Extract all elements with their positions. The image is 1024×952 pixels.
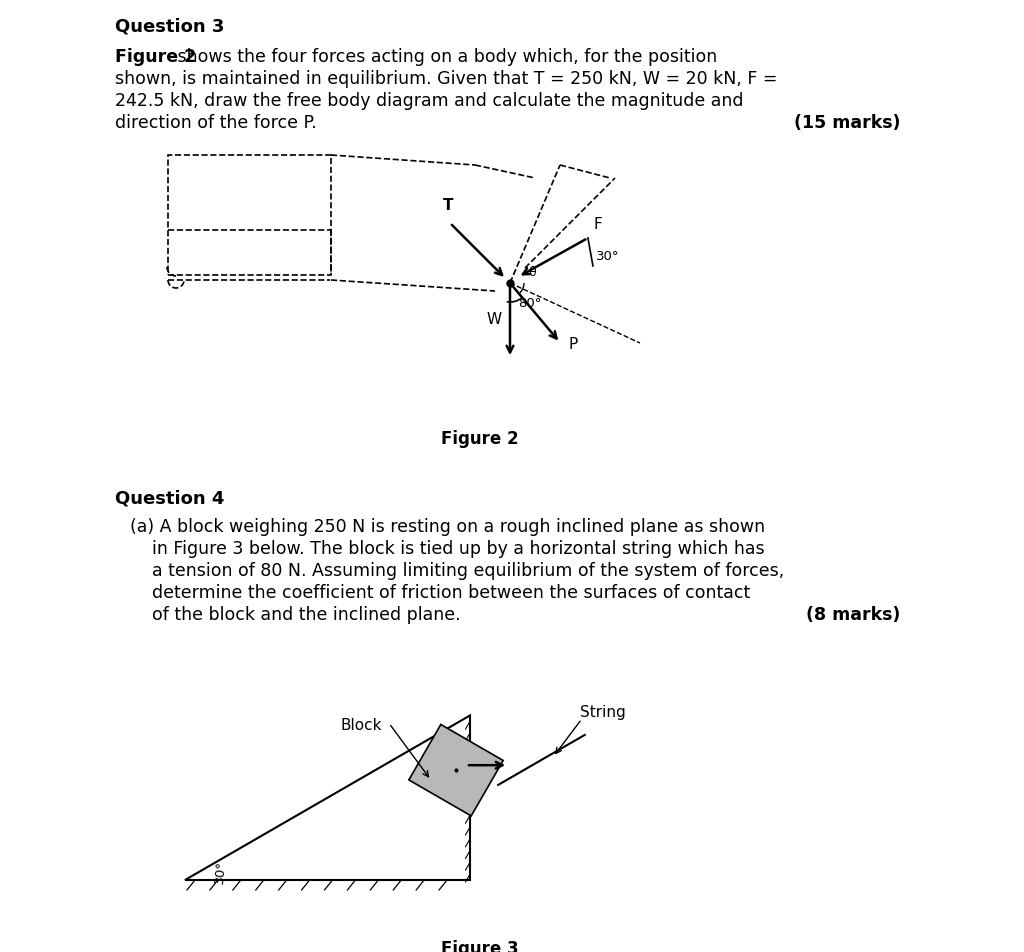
Text: θ: θ	[528, 266, 536, 279]
Text: of the block and the inclined plane.: of the block and the inclined plane.	[130, 606, 461, 624]
Text: 242.5 kN, draw the free body diagram and calculate the magnitude and: 242.5 kN, draw the free body diagram and…	[115, 92, 743, 110]
Text: Figure 2: Figure 2	[441, 430, 519, 448]
Bar	[168, 155, 331, 275]
Text: Question 4: Question 4	[115, 490, 224, 508]
Text: Block: Block	[340, 718, 382, 733]
Text: Figure 3: Figure 3	[441, 940, 519, 952]
Text: in Figure 3 below. The block is tied up by a horizontal string which has: in Figure 3 below. The block is tied up …	[130, 540, 765, 558]
Text: (a) A block weighing 250 N is resting on a rough inclined plane as shown: (a) A block weighing 250 N is resting on…	[130, 518, 765, 536]
Text: Figure 2: Figure 2	[115, 48, 197, 66]
Text: 30°: 30°	[596, 249, 620, 263]
Text: 80°: 80°	[518, 297, 542, 310]
Text: direction of the force P.: direction of the force P.	[115, 114, 316, 132]
Text: W: W	[486, 312, 502, 327]
Text: (15 marks): (15 marks)	[794, 114, 900, 132]
Text: (8 marks): (8 marks)	[806, 606, 900, 624]
Polygon shape	[409, 724, 503, 816]
Text: 30°: 30°	[213, 860, 228, 884]
Text: String: String	[580, 705, 626, 721]
Text: determine the coefficient of friction between the surfaces of contact: determine the coefficient of friction be…	[130, 584, 751, 602]
Text: F: F	[594, 217, 603, 232]
Text: shown, is maintained in equilibrium. Given that T = 250 kN, W = 20 kN, F =: shown, is maintained in equilibrium. Giv…	[115, 70, 777, 88]
Text: P: P	[568, 337, 578, 352]
Text: T: T	[442, 198, 454, 213]
Text: shows the four forces acting on a body which, for the position: shows the four forces acting on a body w…	[172, 48, 717, 66]
Text: a tension of 80 N. Assuming limiting equilibrium of the system of forces,: a tension of 80 N. Assuming limiting equ…	[130, 562, 784, 580]
Text: Question 3: Question 3	[115, 18, 224, 36]
